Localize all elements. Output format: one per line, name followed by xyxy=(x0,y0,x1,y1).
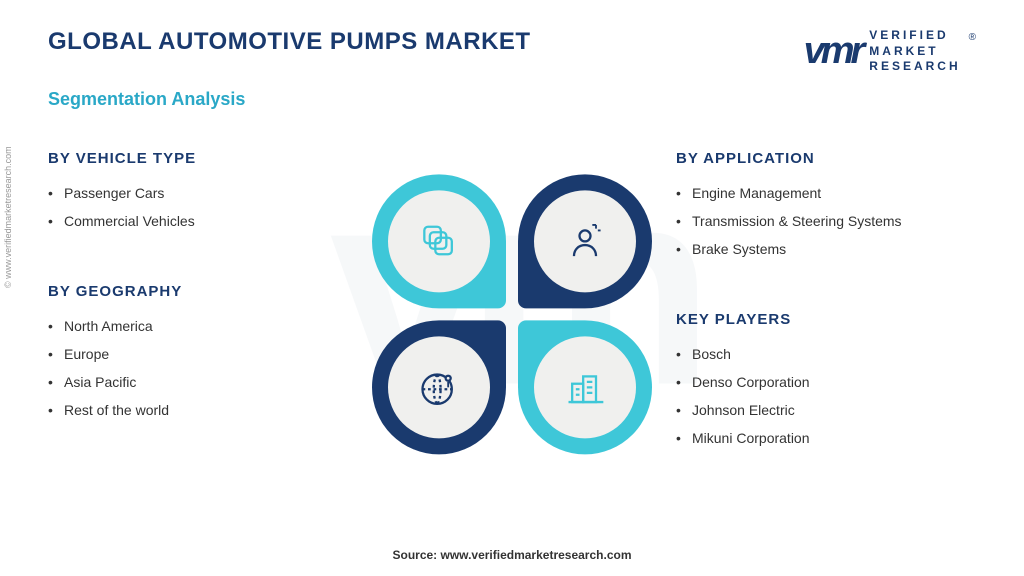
segment-list: North America Europe Asia Pacific Rest o… xyxy=(48,312,348,424)
center-graphic xyxy=(372,174,652,454)
left-column: BY VEHICLE TYPE Passenger Cars Commercia… xyxy=(48,130,348,530)
petal-bottom-left xyxy=(372,320,506,454)
segment-list: Engine Management Transmission & Steerin… xyxy=(676,179,976,263)
list-item: Bosch xyxy=(676,340,976,368)
page-title: GLOBAL AUTOMOTIVE PUMPS MARKET xyxy=(48,28,531,56)
segment-heading: KEY PLAYERS xyxy=(676,311,976,328)
right-column: BY APPLICATION Engine Management Transmi… xyxy=(676,130,976,530)
logo: vmr VERIFIED MARKET RESEARCH ® xyxy=(804,28,976,75)
list-item: Commercial Vehicles xyxy=(48,207,348,235)
segment-heading: BY GEOGRAPHY xyxy=(48,283,348,300)
content-area: BY VEHICLE TYPE Passenger Cars Commercia… xyxy=(0,110,1024,530)
header: GLOBAL AUTOMOTIVE PUMPS MARKET vmr VERIF… xyxy=(0,0,1024,75)
petal-top-left xyxy=(372,174,506,308)
petal-inner xyxy=(388,190,490,292)
globe-icon xyxy=(417,365,461,409)
segment-vehicle-type: BY VEHICLE TYPE Passenger Cars Commercia… xyxy=(48,150,348,235)
petal-top-right xyxy=(518,174,652,308)
segment-application: BY APPLICATION Engine Management Transmi… xyxy=(676,150,976,263)
logo-line: RESEARCH xyxy=(869,59,960,75)
list-item: Brake Systems xyxy=(676,235,976,263)
list-item: Transmission & Steering Systems xyxy=(676,207,976,235)
logo-line: MARKET xyxy=(869,44,960,60)
list-item: Engine Management xyxy=(676,179,976,207)
logo-mark: vmr xyxy=(804,30,862,73)
segment-heading: BY VEHICLE TYPE xyxy=(48,150,348,167)
segment-list: Passenger Cars Commercial Vehicles xyxy=(48,179,348,235)
list-item: Asia Pacific xyxy=(48,368,348,396)
petal-inner xyxy=(388,336,490,438)
list-item: Europe xyxy=(48,340,348,368)
petal-inner xyxy=(534,190,636,292)
segment-key-players: KEY PLAYERS Bosch Denso Corporation John… xyxy=(676,311,976,452)
list-item: North America xyxy=(48,312,348,340)
layers-icon xyxy=(417,219,461,263)
petal-inner xyxy=(534,336,636,438)
segment-geography: BY GEOGRAPHY North America Europe Asia P… xyxy=(48,283,348,424)
logo-text: VERIFIED MARKET RESEARCH xyxy=(869,28,960,75)
list-item: Mikuni Corporation xyxy=(676,424,976,452)
list-item: Passenger Cars xyxy=(48,179,348,207)
petal-bottom-right xyxy=(518,320,652,454)
segment-list: Bosch Denso Corporation Johnson Electric… xyxy=(676,340,976,452)
source-text: Source: www.verifiedmarketresearch.com xyxy=(393,548,632,562)
subtitle: Segmentation Analysis xyxy=(0,75,1024,110)
person-icon xyxy=(563,219,607,263)
buildings-icon xyxy=(563,365,607,409)
list-item: Johnson Electric xyxy=(676,396,976,424)
registered-mark: ® xyxy=(969,32,976,43)
logo-line: VERIFIED xyxy=(869,28,960,44)
list-item: Rest of the world xyxy=(48,396,348,424)
list-item: Denso Corporation xyxy=(676,368,976,396)
segment-heading: BY APPLICATION xyxy=(676,150,976,167)
